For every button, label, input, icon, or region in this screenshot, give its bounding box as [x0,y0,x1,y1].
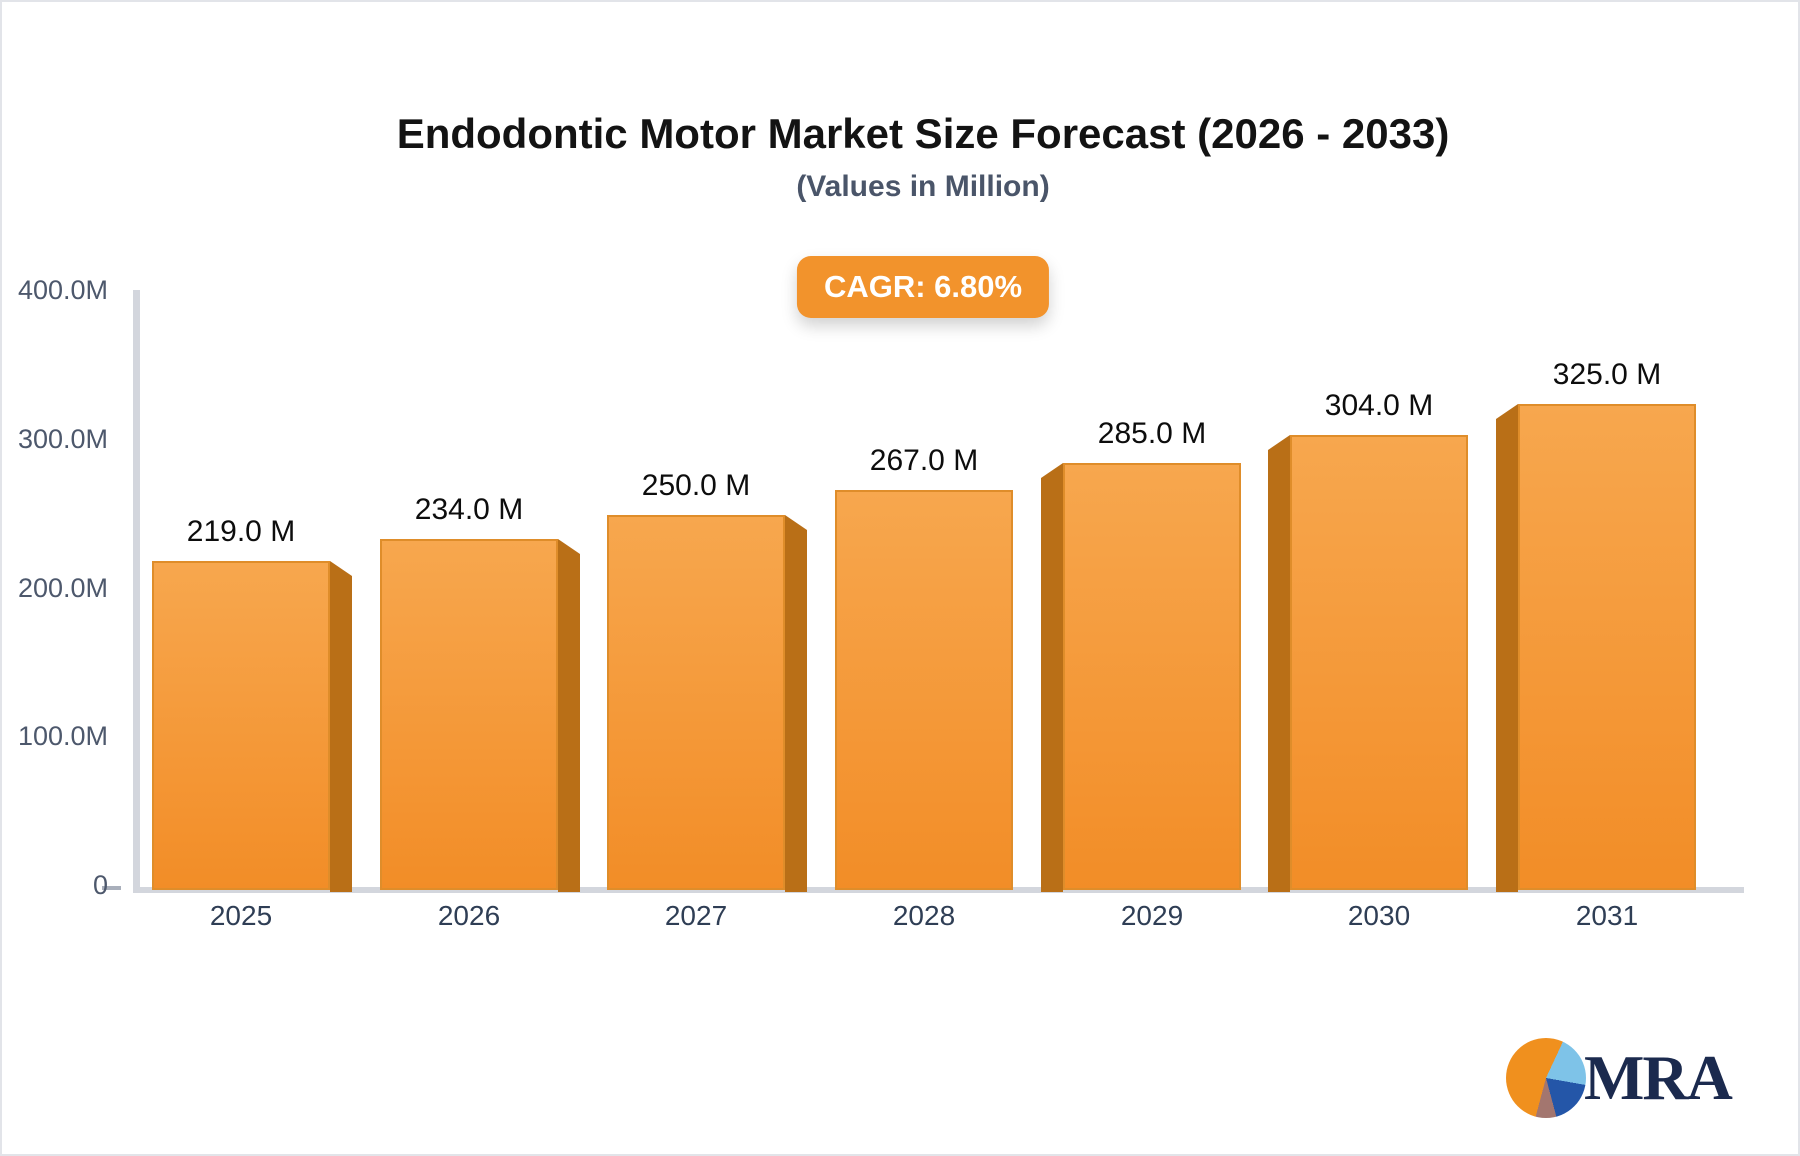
x-axis-year-label: 2025 [209,900,273,931]
bar-value-label: 285.0 M [1097,417,1207,450]
x-axis-year-label: 2031 [1575,900,1639,931]
y-axis-tick-label: 100.0M [17,721,108,752]
mra-logo-pie-icon [1506,1038,1586,1118]
bar-value-label: 325.0 M [1552,358,1662,391]
cagr-badge: CAGR: 6.80% [796,256,1050,318]
y-axis-tick-label: 400.0M [17,275,108,305]
x-axis-year-label: 2028 [892,900,956,931]
bar-2025 [152,561,330,890]
bar-value-label: 267.0 M [869,444,979,477]
bar-2026 [380,539,558,890]
y-axis-tick-label: 0 [92,870,108,900]
bar-3d-side [330,561,352,892]
bar-value-label: 304.0 M [1324,389,1434,422]
bar-2030 [1290,435,1468,890]
bar-3d-side [558,539,580,892]
bar-value-label: 250.0 M [641,469,751,502]
bar-2027 [607,515,785,890]
y-axis-tick-label: 300.0M [17,423,108,454]
y-axis-tick-label: 200.0M [17,572,108,603]
chart-title: Endodontic Motor Market Size Forecast (2… [396,110,1450,157]
bar-value-label: 234.0 M [414,493,524,526]
bar-3d-side [1041,463,1063,892]
zero-tick-mark [102,886,121,890]
x-axis-year-label: 2029 [1120,900,1184,931]
bar-2028 [835,490,1013,890]
bar-2029 [1063,463,1241,890]
bar-3d-side [1268,435,1290,892]
x-axis-year-label: 2026 [437,900,501,931]
chart-subtitle: (Values in Million) [796,170,1050,203]
mra-logo-text: MRA [1584,1042,1733,1113]
y-axis-line [133,290,140,892]
bar-value-label: 219.0 M [186,515,296,548]
x-axis-line [133,887,1744,893]
bar-3d-side [785,515,807,892]
x-axis-year-label: 2027 [664,900,728,931]
x-axis-year-label: 2030 [1347,900,1411,931]
bar-3d-side [1496,404,1518,892]
mra-logo: MRA [1506,1038,1733,1118]
bar-2031 [1518,404,1696,890]
